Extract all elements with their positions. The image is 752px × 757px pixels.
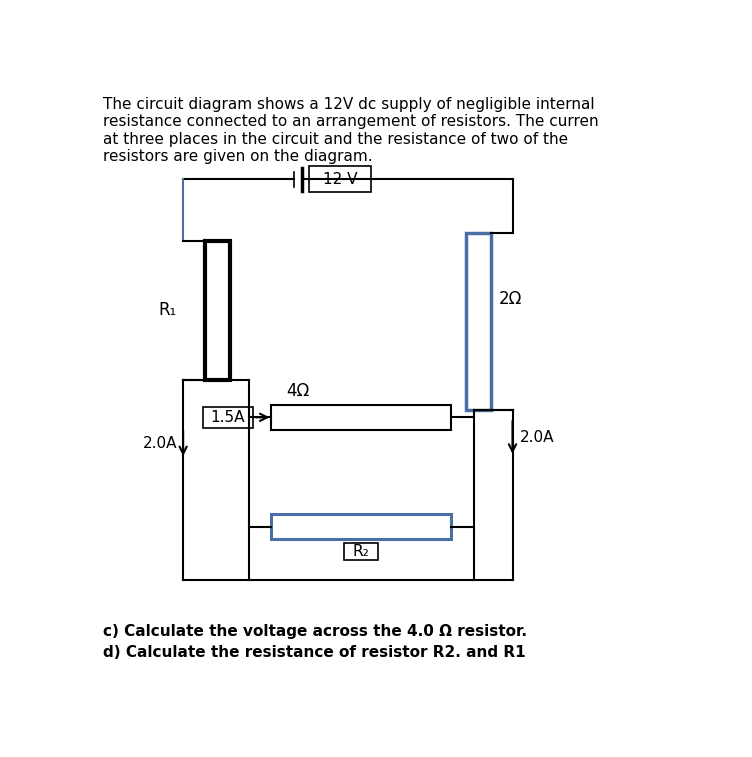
Bar xyxy=(466,233,491,410)
Text: 4Ω: 4Ω xyxy=(287,382,310,400)
Text: c) Calculate the voltage across the 4.0 Ω resistor.: c) Calculate the voltage across the 4.0 … xyxy=(103,625,527,640)
Text: d) Calculate the resistance of resistor R2. and R1: d) Calculate the resistance of resistor … xyxy=(103,645,526,660)
FancyBboxPatch shape xyxy=(310,167,371,192)
Text: The circuit diagram shows a 12V dc supply of negligible internal
resistance conn: The circuit diagram shows a 12V dc suppl… xyxy=(103,97,599,164)
Text: 12 V: 12 V xyxy=(323,172,358,187)
Bar xyxy=(205,241,229,379)
Text: 2Ω: 2Ω xyxy=(499,290,522,308)
Text: R₂: R₂ xyxy=(352,544,369,559)
Bar xyxy=(271,405,450,430)
FancyBboxPatch shape xyxy=(344,543,378,559)
FancyBboxPatch shape xyxy=(202,407,253,428)
Bar xyxy=(271,514,450,539)
Text: 2.0A: 2.0A xyxy=(142,436,177,451)
Text: 1.5A: 1.5A xyxy=(211,410,245,425)
Text: R₁: R₁ xyxy=(159,301,177,319)
Text: 2.0A: 2.0A xyxy=(520,430,555,445)
